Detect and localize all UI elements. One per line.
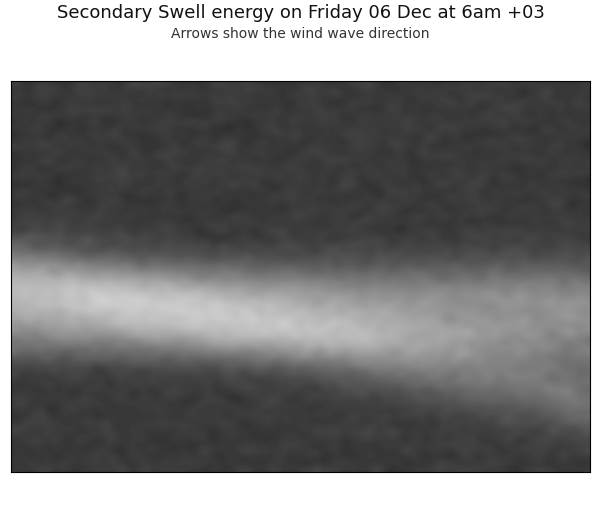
Text: Arrows show the wind wave direction: Arrows show the wind wave direction — [171, 26, 430, 41]
Text: Secondary Swell energy on Friday 06 Dec at 6am +03: Secondary Swell energy on Friday 06 Dec … — [56, 4, 545, 21]
